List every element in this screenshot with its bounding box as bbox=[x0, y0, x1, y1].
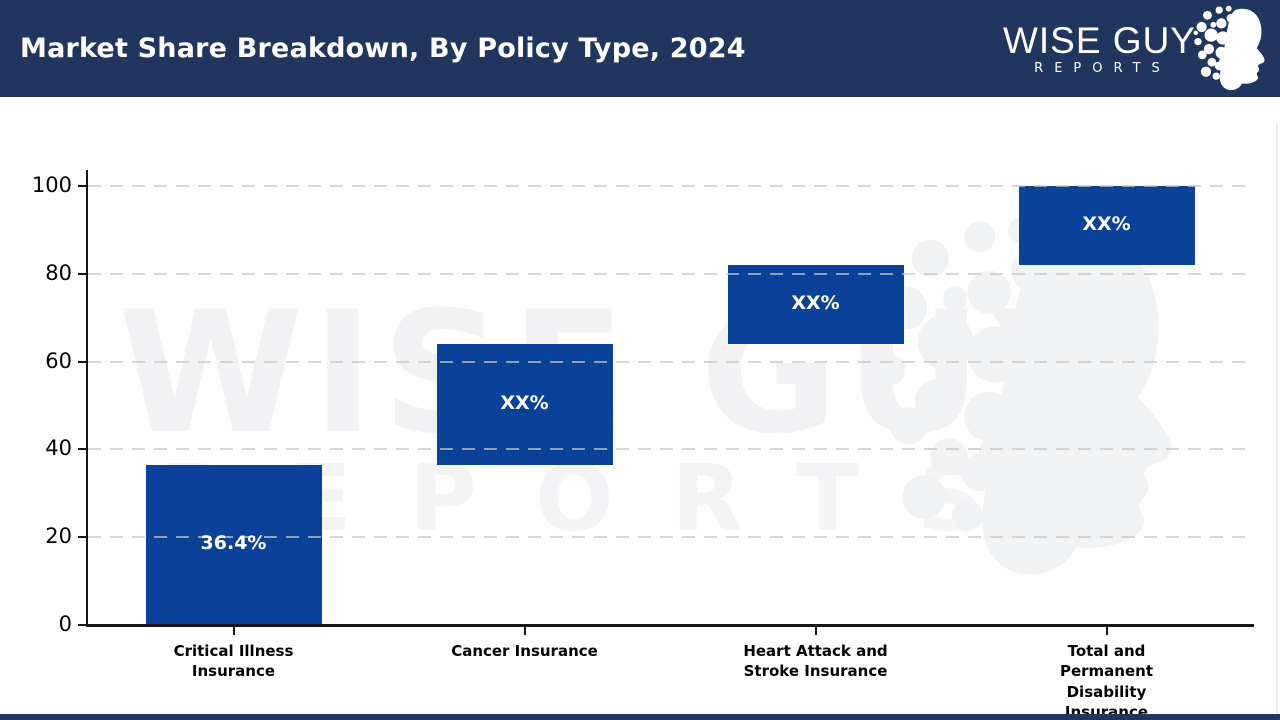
watermark-wordmark: WISE GUY bbox=[118, 275, 1121, 471]
bar-value-label: XX% bbox=[791, 291, 840, 314]
y-tick-label: 80 bbox=[45, 260, 72, 285]
bar-value-label: 36.4% bbox=[200, 532, 267, 555]
bar-value-label: XX% bbox=[1082, 212, 1131, 235]
x-tick bbox=[1105, 627, 1108, 635]
y-tick bbox=[78, 624, 87, 626]
x-axis-line bbox=[86, 624, 1254, 627]
logo-text: WISE GUY REPORTS bbox=[1003, 22, 1196, 75]
gridline bbox=[88, 360, 1252, 363]
y-tick bbox=[78, 185, 87, 187]
y-tick-label: 40 bbox=[45, 436, 72, 461]
category-label: Cancer Insurance bbox=[451, 642, 598, 660]
bar-segment bbox=[436, 344, 613, 466]
category-label: Total and Permanent Disability Insurance bbox=[1059, 642, 1154, 714]
gridline bbox=[88, 272, 1252, 275]
logo-subtitle: REPORTS bbox=[1034, 61, 1171, 76]
x-tick bbox=[814, 627, 817, 635]
bar-segment bbox=[1018, 186, 1195, 266]
watermark-head-icon bbox=[871, 218, 1172, 575]
y-tick bbox=[78, 272, 87, 275]
y-tick-label: 60 bbox=[45, 348, 72, 373]
y-tick-label: 100 bbox=[31, 173, 72, 197]
gridline bbox=[88, 448, 1252, 451]
y-axis-line bbox=[86, 170, 88, 627]
y-tick-label: 20 bbox=[45, 524, 72, 549]
category-label: Heart Attack and Stroke Insurance bbox=[743, 642, 888, 681]
x-tick bbox=[232, 627, 235, 635]
wise-guy-logo: WISE GUY REPORTS bbox=[1003, 0, 1274, 97]
y-tick-label: 0 bbox=[58, 612, 72, 636]
gridline bbox=[88, 185, 1252, 187]
chart-canvas: WISE GUY REPORTS 0 20 40 60 80 100 36.4% Critic… bbox=[0, 97, 1280, 714]
y-tick bbox=[78, 360, 87, 363]
y-tick bbox=[78, 448, 87, 451]
chart-right-spine bbox=[1276, 122, 1278, 714]
bar-segment bbox=[727, 265, 904, 345]
page-title: Market Share Breakdown, By Policy Type, … bbox=[20, 33, 746, 64]
logo-wordmark: WISE GUY bbox=[1002, 20, 1196, 61]
bar-value-label: XX% bbox=[500, 391, 549, 414]
header-bar: Market Share Breakdown, By Policy Type, … bbox=[0, 0, 1280, 97]
footer-strip bbox=[0, 714, 1280, 720]
bar-segment bbox=[145, 465, 322, 625]
x-tick bbox=[523, 627, 526, 635]
gridline bbox=[88, 536, 1252, 539]
y-tick bbox=[78, 536, 87, 539]
category-label: Critical Illness Insurance bbox=[173, 642, 294, 681]
